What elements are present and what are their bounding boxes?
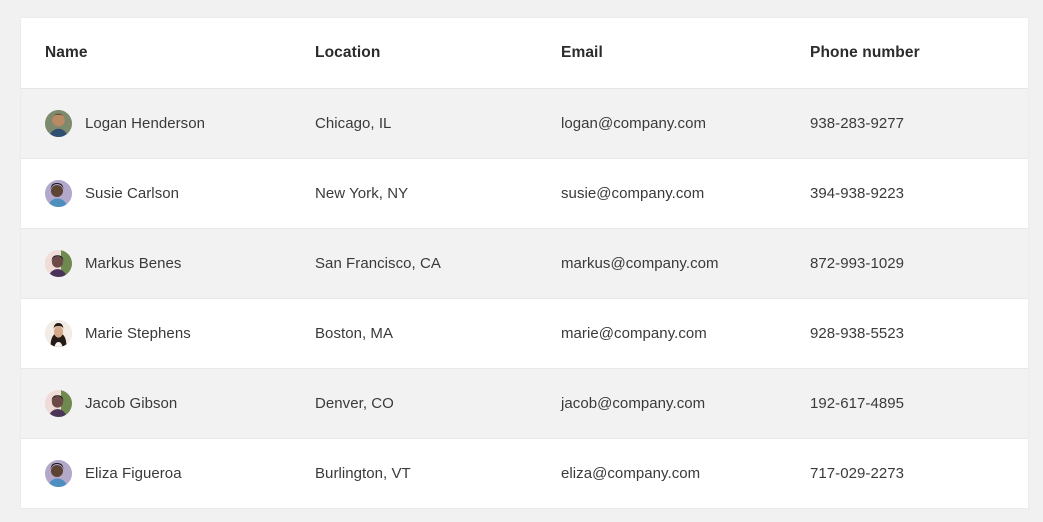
cell-email: eliza@company.com	[540, 438, 786, 508]
cell-location: Burlington, VT	[293, 438, 540, 508]
avatar-icon	[45, 110, 72, 137]
cell-location: San Francisco, CA	[293, 228, 540, 299]
avatar-icon	[45, 320, 72, 347]
people-table: Name Location Email Phone number	[21, 18, 1028, 508]
people-table-card: Name Location Email Phone number	[21, 18, 1028, 508]
column-header-name[interactable]: Name	[21, 18, 293, 89]
cell-name: Jacob Gibson	[21, 368, 293, 439]
person-name: Markus Benes	[85, 255, 182, 272]
avatar-icon	[45, 460, 72, 487]
cell-phone-number: 928-938-5523	[786, 298, 1028, 369]
cell-name: Eliza Figueroa	[21, 438, 293, 508]
cell-name: Susie Carlson	[21, 158, 293, 229]
column-header-phone-number[interactable]: Phone number	[786, 18, 1028, 89]
cell-name: Markus Benes	[21, 228, 293, 299]
cell-location: Boston, MA	[293, 298, 540, 369]
table-row[interactable]: Susie Carlson New York, NY susie@company…	[21, 158, 1028, 229]
table-row[interactable]: Marie Stephens Boston, MA marie@company.…	[21, 298, 1028, 369]
cell-phone-number: 938-283-9277	[786, 88, 1028, 159]
person-name: Logan Henderson	[85, 115, 206, 132]
column-header-email[interactable]: Email	[540, 18, 786, 89]
person-name: Susie Carlson	[85, 185, 180, 202]
cell-phone-number: 717-029-2273	[786, 438, 1028, 508]
cell-email: logan@company.com	[540, 88, 786, 159]
table-row[interactable]: Markus Benes San Francisco, CA markus@co…	[21, 228, 1028, 299]
table-row[interactable]: Logan Henderson Chicago, IL logan@compan…	[21, 88, 1028, 159]
cell-name: Marie Stephens	[21, 298, 293, 369]
cell-email: susie@company.com	[540, 158, 786, 229]
person-name: Eliza Figueroa	[85, 465, 182, 482]
avatar-icon	[45, 180, 72, 207]
cell-email: marie@company.com	[540, 298, 786, 369]
cell-location: Chicago, IL	[293, 88, 540, 159]
table-row[interactable]: Eliza Figueroa Burlington, VT eliza@comp…	[21, 438, 1028, 508]
cell-location: Denver, CO	[293, 368, 540, 439]
table-header: Name Location Email Phone number	[21, 18, 1028, 89]
avatar-icon	[45, 250, 72, 277]
cell-phone-number: 394-938-9223	[786, 158, 1028, 229]
cell-email: markus@company.com	[540, 228, 786, 299]
avatar-icon	[45, 390, 72, 417]
cell-phone-number: 192-617-4895	[786, 368, 1028, 439]
cell-phone-number: 872-993-1029	[786, 228, 1028, 299]
cell-location: New York, NY	[293, 158, 540, 229]
table-body: Logan Henderson Chicago, IL logan@compan…	[21, 88, 1028, 508]
person-name: Marie Stephens	[85, 325, 191, 342]
table-header-row: Name Location Email Phone number	[21, 18, 1028, 89]
person-name: Jacob Gibson	[85, 395, 178, 412]
cell-name: Logan Henderson	[21, 88, 293, 159]
column-header-location[interactable]: Location	[293, 18, 540, 89]
cell-email: jacob@company.com	[540, 368, 786, 439]
table-row[interactable]: Jacob Gibson Denver, CO jacob@company.co…	[21, 368, 1028, 439]
